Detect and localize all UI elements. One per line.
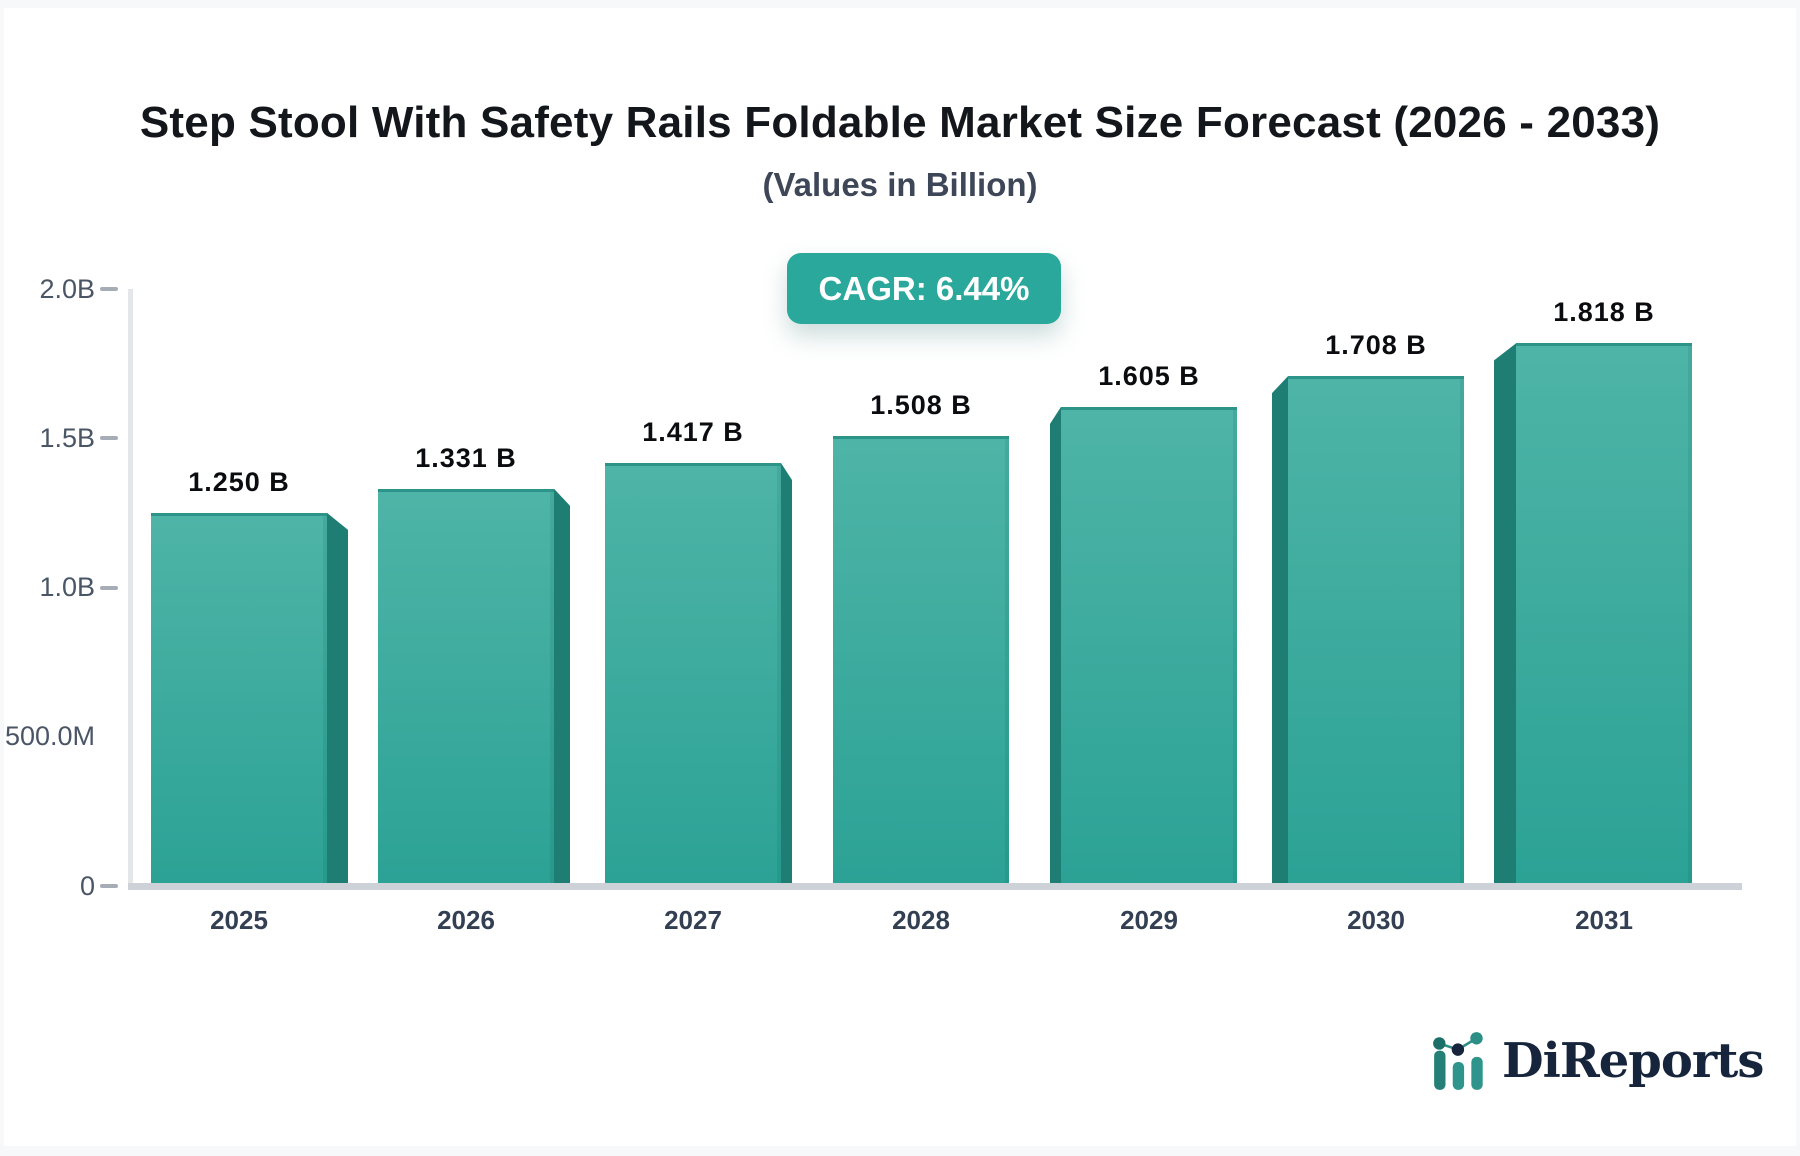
- x-axis-label: 2030: [1347, 905, 1405, 935]
- bar-value-label: 1.417 B: [642, 417, 744, 448]
- y-axis-line: [128, 289, 133, 886]
- bar-value-label: 1.331 B: [415, 442, 517, 473]
- bar-3d-side: [327, 512, 348, 886]
- bar-3d-side: [1272, 376, 1288, 886]
- x-axis-baseline: [128, 883, 1742, 890]
- y-tick-mark: [100, 585, 118, 590]
- brand-logo: DiReports: [1430, 1030, 1764, 1092]
- y-tick-mark: [100, 884, 118, 888]
- x-axis-label: 2029: [1120, 905, 1178, 935]
- brand-name: DiReports: [1502, 1033, 1764, 1089]
- bar-3d-side: [1050, 406, 1061, 886]
- y-tick-label: 1.0B: [39, 572, 95, 602]
- y-tick-label: 1.5B: [39, 422, 95, 453]
- bar: [1288, 376, 1464, 886]
- y-tick-label: 0: [79, 870, 95, 901]
- x-axis-label: 2026: [437, 905, 495, 935]
- page-title: Step Stool With Safety Rails Foldable Ma…: [139, 98, 1661, 147]
- cagr-badge: CAGR: 6.44%: [787, 253, 1061, 324]
- bar: [1516, 343, 1692, 886]
- x-axis-label: 2025: [210, 905, 268, 935]
- bar-chart-logo-icon: [1433, 1032, 1483, 1090]
- x-axis-label: 2028: [892, 905, 950, 935]
- bar-value-label: 1.708 B: [1325, 330, 1427, 361]
- bar-value-label: 1.818 B: [1553, 297, 1655, 328]
- y-tick-mark: [100, 436, 118, 441]
- bar-3d-side: [554, 488, 570, 886]
- y-tick-label: 2.0B: [39, 273, 95, 304]
- y-tick-label: 500.0M: [4, 721, 95, 752]
- chart-subtitle: (Values in Billion): [762, 166, 1038, 203]
- x-axis-label: 2027: [664, 905, 722, 935]
- bar-3d-side: [781, 463, 792, 886]
- bar-value-label: 1.605 B: [1098, 360, 1200, 391]
- bar-value-label: 1.250 B: [188, 466, 290, 497]
- bar: [833, 435, 1009, 886]
- bar-value-label: 1.508 B: [870, 389, 972, 420]
- bar: [151, 512, 327, 886]
- bar: [378, 488, 554, 886]
- bar: [1061, 406, 1237, 886]
- bar: [605, 463, 781, 886]
- bar-3d-side: [1494, 343, 1516, 886]
- x-axis-label: 2031: [1575, 905, 1633, 935]
- cagr-badge-label: CAGR: 6.44%: [818, 269, 1030, 307]
- y-tick-mark: [100, 287, 118, 291]
